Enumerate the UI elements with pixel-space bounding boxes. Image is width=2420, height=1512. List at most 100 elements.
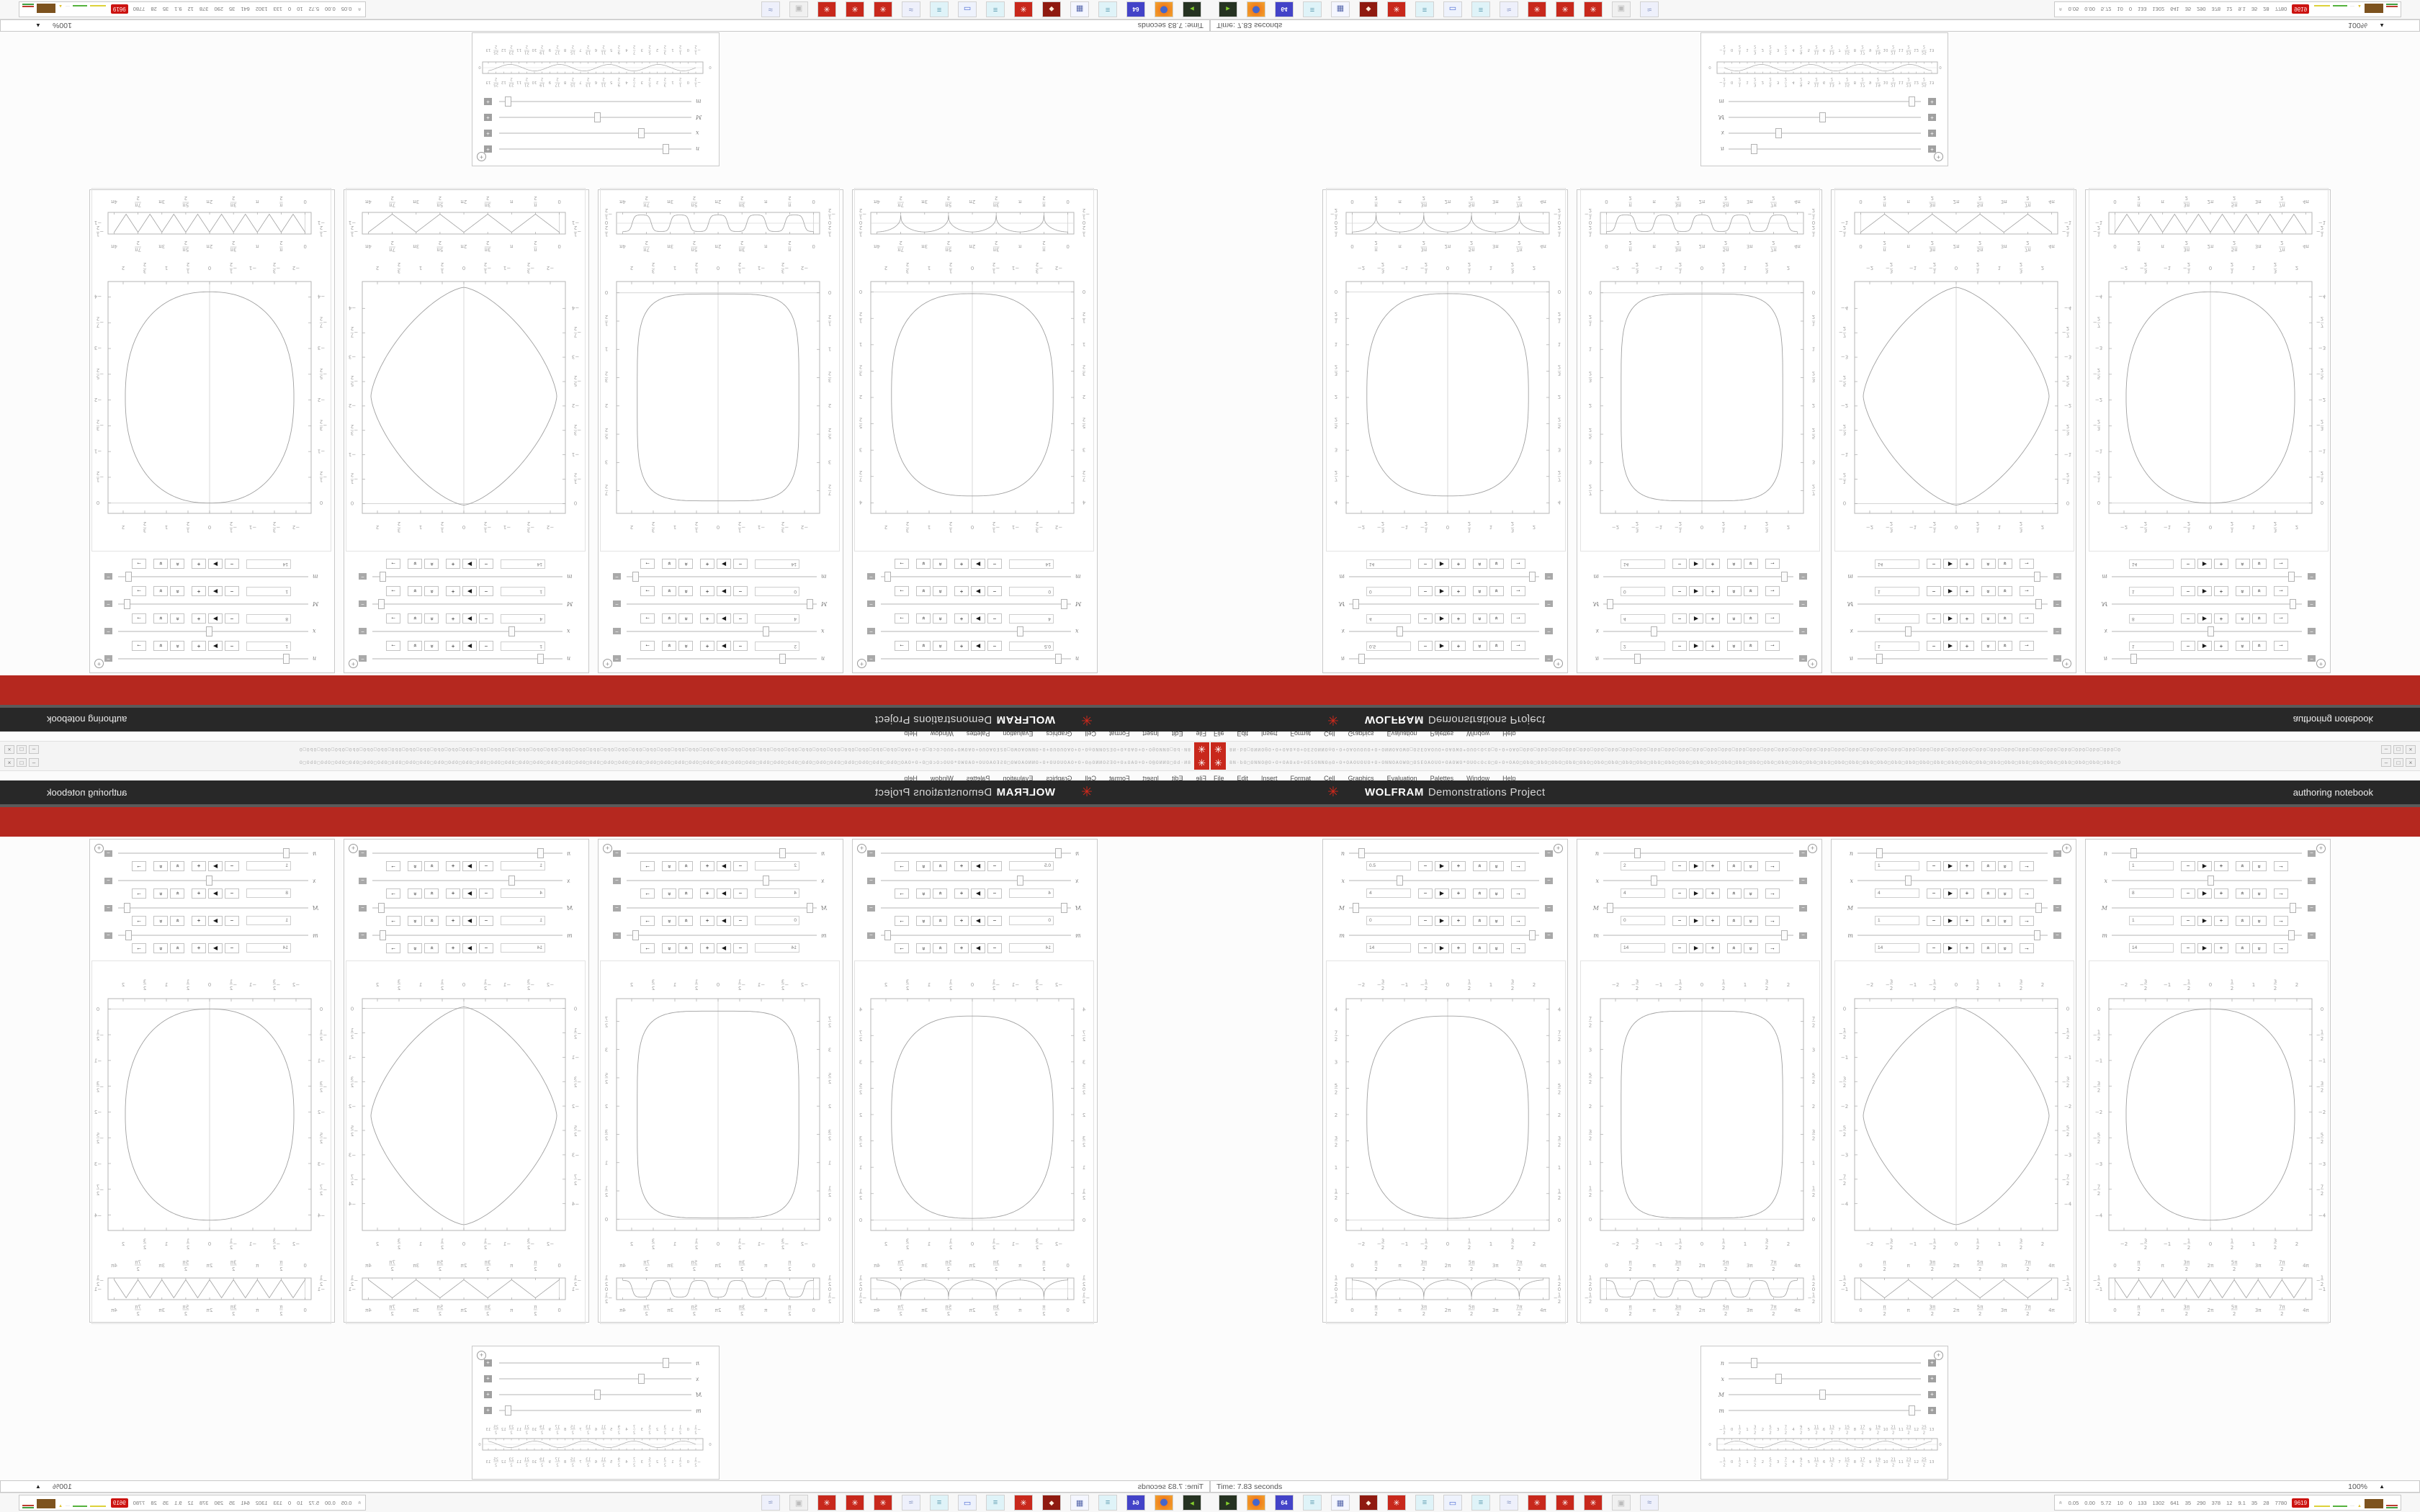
increment-button[interactable]: + [2214, 860, 2228, 871]
control-popup-button[interactable]: − [104, 573, 112, 581]
slower-button[interactable]: » [1489, 915, 1504, 926]
slider-thumb[interactable] [125, 930, 133, 940]
control-popup-button[interactable]: − [2053, 655, 2061, 663]
faster-button[interactable]: » [678, 559, 693, 570]
play-button[interactable]: ▶ [208, 641, 223, 652]
manipulate-menu-icon[interactable]: + [2316, 659, 2326, 668]
increment-button[interactable]: + [446, 559, 460, 570]
manipulate-menu-icon[interactable]: + [857, 659, 866, 668]
control-popup-button[interactable]: − [613, 850, 621, 857]
slider-track[interactable] [881, 930, 1071, 941]
step-forward-button[interactable]: → [2274, 613, 2288, 624]
step-forward-button[interactable]: → [1765, 942, 1780, 953]
slider-thumb[interactable] [2287, 930, 2295, 940]
slider-track[interactable] [1729, 1357, 1921, 1369]
faster-button[interactable]: » [933, 586, 947, 597]
control-popup-button[interactable]: − [2308, 600, 2316, 608]
control-popup-button[interactable]: − [867, 655, 875, 663]
slider-thumb[interactable] [1819, 112, 1827, 122]
slower-button[interactable]: » [153, 586, 168, 597]
increment-button[interactable]: + [446, 613, 460, 624]
play-button[interactable]: ▶ [1689, 641, 1703, 652]
increment-button[interactable]: + [700, 915, 714, 926]
parameter-value-field[interactable]: 14 [1366, 943, 1411, 953]
increment-button[interactable]: + [1451, 915, 1466, 926]
parameter-value-field[interactable]: 4 [1009, 614, 1054, 624]
collapse-up-icon[interactable]: » [2057, 6, 2063, 13]
decrement-button[interactable]: − [733, 915, 748, 926]
slower-button[interactable]: » [153, 942, 168, 953]
slider-track[interactable] [1729, 1373, 1921, 1385]
control-popup-button[interactable]: − [2308, 628, 2316, 636]
step-forward-button[interactable]: → [386, 641, 400, 652]
increment-button[interactable]: + [954, 586, 969, 597]
play-button[interactable]: ▶ [1435, 641, 1449, 652]
slider-track[interactable] [1603, 847, 1793, 859]
slider-thumb[interactable] [1651, 876, 1658, 886]
step-forward-button[interactable]: → [1511, 613, 1525, 624]
collapse-up-icon[interactable]: » [2057, 1500, 2063, 1506]
slider-thumb[interactable] [2290, 599, 2297, 609]
slider-thumb[interactable] [1016, 626, 1023, 636]
parameter-value-field[interactable]: 1 [246, 587, 291, 596]
faster-button[interactable]: » [678, 888, 693, 899]
slider-thumb[interactable] [537, 654, 544, 664]
parameter-value-field[interactable]: 0 [755, 587, 799, 596]
close-button[interactable]: × [2406, 758, 2416, 767]
parameter-value-field[interactable]: 1 [1875, 861, 1919, 870]
slider-track[interactable] [118, 930, 308, 941]
script-scroll-icon[interactable]: ≈ [1500, 1495, 1518, 1511]
notepad-icon[interactable]: ≡ [1471, 1495, 1490, 1511]
firefox-icon[interactable] [1247, 1, 1265, 17]
slider-thumb[interactable] [508, 626, 515, 636]
faster-button[interactable]: » [2236, 888, 2250, 899]
decrement-button[interactable]: − [733, 586, 748, 597]
script-scroll-icon[interactable]: ≈ [761, 1, 780, 17]
slider-track[interactable] [627, 653, 817, 665]
slider-track[interactable] [1603, 875, 1793, 886]
slider-track[interactable] [627, 626, 817, 637]
mathematica-spikey-icon[interactable]: ✳ [1387, 1495, 1406, 1511]
control-popup-button[interactable]: − [867, 600, 875, 608]
slider-track[interactable] [1857, 875, 2048, 886]
menu-item-window[interactable]: Window [1466, 775, 1490, 782]
faster-button[interactable]: » [1981, 613, 1996, 624]
notepad-icon[interactable]: ≡ [1415, 1, 1434, 17]
slider-thumb[interactable] [1775, 128, 1782, 138]
parameter-value-field[interactable]: 1 [501, 916, 545, 925]
step-forward-button[interactable]: → [132, 915, 146, 926]
expand-controls-button[interactable]: + [484, 1375, 492, 1382]
step-forward-button[interactable]: → [2020, 613, 2034, 624]
slower-button[interactable]: » [1744, 942, 1758, 953]
play-button[interactable]: ▶ [208, 915, 223, 926]
faster-button[interactable]: » [170, 860, 184, 871]
slower-button[interactable]: » [2252, 641, 2267, 652]
play-button[interactable]: ▶ [971, 915, 985, 926]
play-button[interactable]: ▶ [1689, 888, 1703, 899]
control-popup-button[interactable]: − [359, 655, 367, 663]
step-forward-button[interactable]: → [640, 613, 655, 624]
parameter-value-field[interactable]: 14 [246, 559, 291, 569]
increment-button[interactable]: + [954, 559, 969, 570]
faster-button[interactable]: » [1473, 942, 1487, 953]
step-forward-button[interactable]: → [386, 888, 400, 899]
slider-track[interactable] [1729, 1405, 1921, 1416]
control-popup-button[interactable]: − [1545, 904, 1553, 912]
slider-track[interactable] [627, 930, 817, 941]
faster-button[interactable]: » [678, 586, 693, 597]
slider-thumb[interactable] [283, 654, 290, 664]
play-button[interactable]: ▶ [462, 559, 477, 570]
control-popup-button[interactable]: − [867, 932, 875, 939]
control-popup-button[interactable]: − [1545, 655, 1553, 663]
slider-thumb[interactable] [638, 128, 645, 138]
slower-button[interactable]: » [1744, 860, 1758, 871]
slower-button[interactable]: » [408, 888, 422, 899]
slider-thumb[interactable] [806, 599, 813, 609]
decrement-button[interactable]: − [225, 586, 239, 597]
slower-button[interactable]: » [2252, 860, 2267, 871]
decrement-button[interactable]: − [1672, 860, 1687, 871]
slider-track[interactable] [2112, 875, 2302, 886]
decrement-button[interactable]: − [1418, 613, 1433, 624]
slower-button[interactable]: » [2252, 942, 2267, 953]
slower-button[interactable]: » [916, 641, 931, 652]
